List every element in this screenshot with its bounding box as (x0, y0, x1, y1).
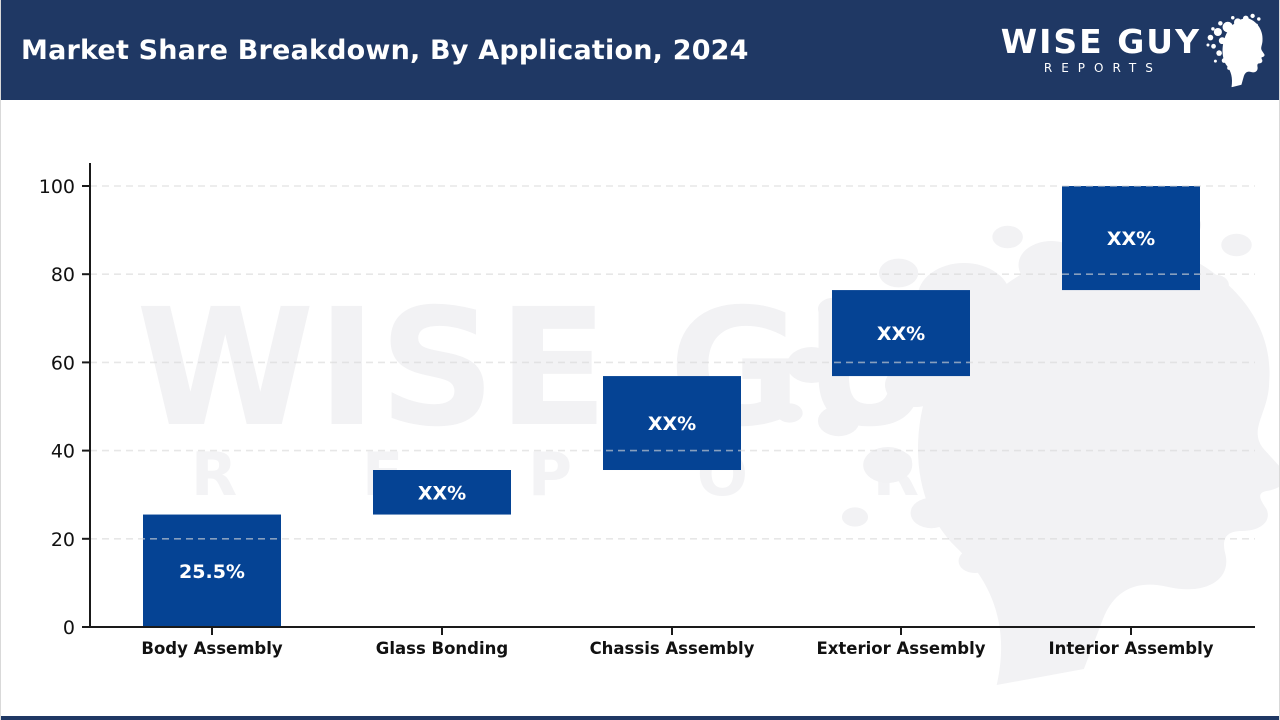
bar-value-label: XX% (1107, 228, 1155, 250)
bar-value-label: XX% (877, 323, 925, 345)
y-axis-tick-label: 60 (51, 352, 75, 374)
x-axis-label: Body Assembly (141, 639, 282, 658)
logo-text: WISE GUY REPORTS (1001, 25, 1201, 75)
wiseguy-face-icon (1203, 8, 1265, 92)
x-axis-label: Exterior Assembly (816, 639, 985, 658)
page-title: Market Share Breakdown, By Application, … (21, 34, 749, 66)
header: Market Share Breakdown, By Application, … (1, 0, 1279, 100)
brand-logo: WISE GUY REPORTS (1001, 8, 1265, 92)
waterfall-chart: 0 20 40 60 80 100 Body Assembly 25.5% Glass Bond… (39, 163, 1255, 658)
bar-value-label: 25.5% (179, 561, 245, 583)
bar-value-label: XX% (418, 482, 466, 504)
bar-interior-assembly (1062, 186, 1200, 291)
bar-value-label: XX% (648, 413, 696, 435)
y-axis-tick-label: 100 (39, 176, 75, 198)
bar-chassis-assembly (603, 376, 741, 471)
y-axis-tick-label: 40 (51, 441, 75, 463)
footer-strip (1, 716, 1279, 720)
x-axis-label: Glass Bonding (376, 639, 508, 658)
chart-area: WISE GUY R E P O R T S 0 20 40 60 80 100 Body … (1, 100, 1280, 717)
x-axis-label: Chassis Assembly (590, 639, 755, 658)
logo-subtitle: REPORTS (1043, 61, 1162, 75)
y-axis-tick-label: 80 (51, 264, 75, 286)
x-axis-label: Interior Assembly (1049, 639, 1214, 658)
logo-wordmark: WISE GUY (1000, 22, 1201, 61)
bar-glass-bonding (373, 470, 511, 515)
bar-body-assembly (143, 514, 281, 627)
y-axis-tick-label: 0 (63, 617, 75, 639)
y-axis-tick-label: 20 (51, 529, 75, 551)
